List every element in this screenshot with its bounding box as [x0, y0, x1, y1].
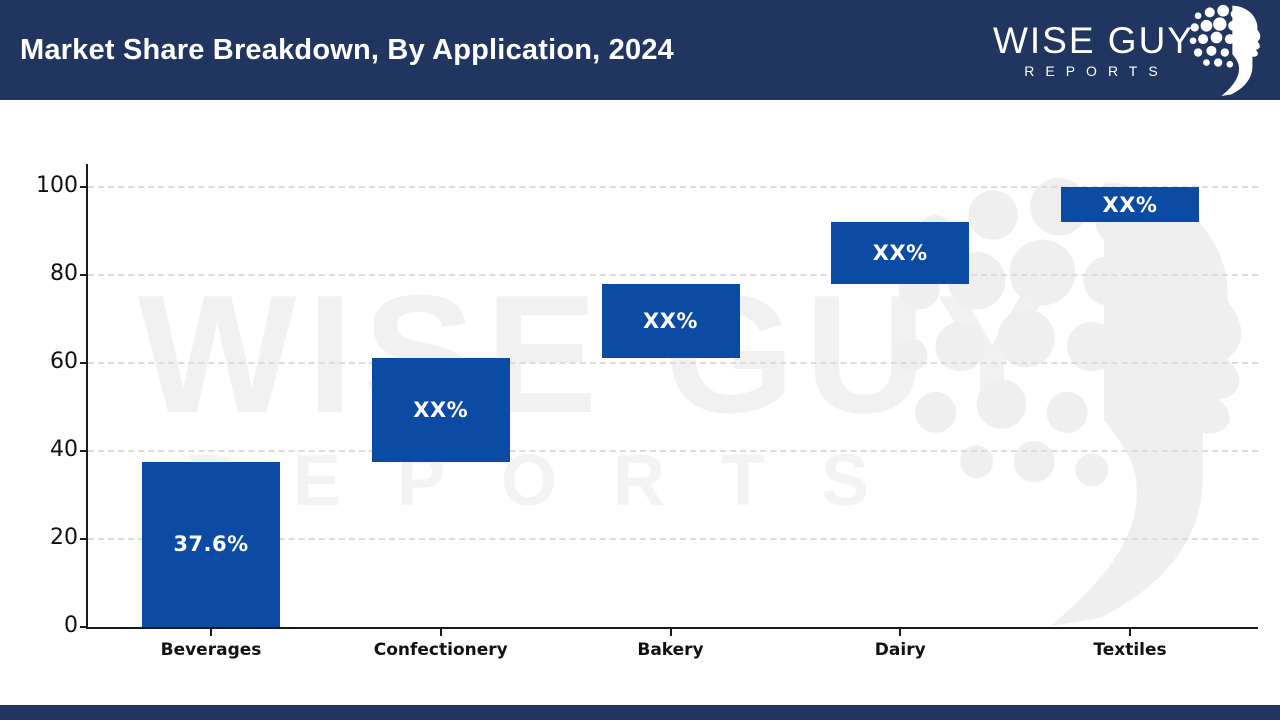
y-tick-0 — [80, 626, 88, 628]
x-tick-0 — [210, 629, 212, 636]
bar-value-label: 37.6% — [173, 532, 249, 557]
wise-guy-reports-logo: WISE GUY REPORTS — [993, 4, 1280, 96]
x-category-label: Bakery — [637, 640, 704, 660]
x-tick-1 — [439, 629, 442, 636]
x-category-label: Confectionery — [373, 640, 508, 660]
gridline-80 — [88, 274, 1258, 276]
y-tick-label: 60 — [50, 349, 78, 374]
y-tick-60 — [80, 362, 88, 364]
bar-bakery: XX% — [601, 284, 740, 358]
y-tick-100 — [80, 186, 88, 188]
y-tick-label: 0 — [64, 613, 78, 638]
x-tick-3 — [899, 629, 902, 636]
y-tick-label: 40 — [50, 437, 78, 462]
bar-value-label: XX% — [413, 397, 469, 422]
y-tick-label: 100 — [36, 173, 78, 198]
logo-wordmark: WISE GUY — [992, 19, 1194, 61]
page-title: Market Share Breakdown, By Application, … — [20, 33, 674, 66]
x-category-label: Textiles — [1093, 640, 1167, 660]
x-category-label: Dairy — [874, 640, 926, 660]
watermark-text-reports: REPORTS — [185, 441, 926, 521]
x-tick-4 — [1129, 629, 1131, 636]
logo-head-icon — [1189, 4, 1261, 96]
bar-beverages: 37.6% — [142, 461, 280, 627]
bar-dairy: XX% — [831, 222, 970, 285]
gridline-100 — [88, 186, 1258, 188]
bar-value-label: XX% — [643, 308, 698, 333]
gridline-60 — [88, 362, 1258, 364]
x-axis-line — [86, 627, 1258, 629]
x-category-label: Beverages — [160, 640, 262, 660]
logo-subtitle: REPORTS — [1024, 62, 1169, 79]
bar-confectionery: XX% — [371, 357, 510, 462]
y-axis-line — [86, 164, 88, 629]
footer-bar — [0, 705, 1280, 720]
header-bar: Market Share Breakdown, By Application, … — [0, 0, 1280, 100]
gridline-20 — [88, 538, 1258, 540]
y-tick-20 — [80, 538, 88, 540]
y-tick-80 — [80, 274, 88, 276]
y-tick-label: 80 — [50, 261, 78, 286]
gridline-40 — [88, 450, 1258, 452]
bar-value-label: XX% — [872, 241, 928, 266]
y-tick-40 — [80, 450, 88, 452]
logo-text: WISE GUY REPORTS — [993, 22, 1194, 79]
bar-textiles: XX% — [1061, 187, 1199, 223]
y-tick-label: 20 — [50, 525, 78, 550]
bar-value-label: XX% — [1102, 192, 1158, 217]
x-tick-2 — [669, 629, 672, 636]
